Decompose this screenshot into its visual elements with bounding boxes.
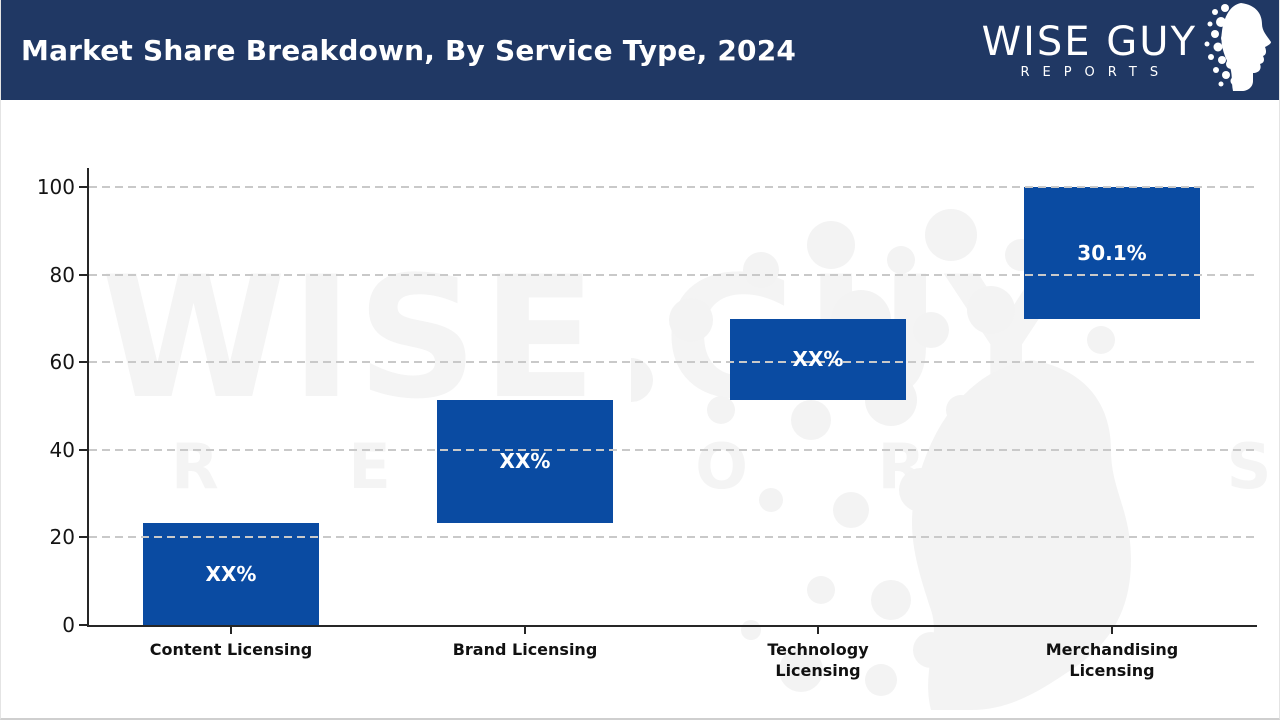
x-tick-mark-merchandising-licensing [1111, 627, 1113, 634]
bar-content-licensing [143, 522, 319, 625]
y-tick-label-80: 80 [49, 262, 75, 287]
category-label-content-licensing: Content Licensing [150, 639, 313, 660]
category-label-line: Licensing [1069, 661, 1155, 680]
gridline-y-40 [89, 448, 1257, 451]
x-tick-mark-content-licensing [230, 627, 232, 634]
category-label-line: Brand Licensing [452, 640, 598, 659]
y-tick-mark-40 [79, 448, 87, 451]
logo-wordmark: WISE GUY [981, 18, 1197, 65]
y-tick-mark-0 [79, 624, 87, 626]
category-label-line: Content Licensing [149, 640, 313, 659]
y-axis-line [87, 168, 89, 627]
bar-value-label-brand-licensing: XX% [499, 449, 551, 474]
y-tick-mark-80 [79, 273, 87, 276]
x-axis-line [87, 625, 1257, 627]
gridline-y-60 [89, 361, 1257, 364]
category-label-line: Merchandising [1045, 640, 1179, 659]
category-label-line: Licensing [775, 661, 861, 680]
y-tick-label-0: 0 [62, 613, 75, 637]
header-bar: Market Share Breakdown, By Service Type,… [1, 0, 1279, 100]
y-tick-mark-60 [79, 361, 87, 364]
watermark-face-icon [609, 200, 1131, 714]
logo-subtitle: REPORTS [1020, 64, 1172, 80]
y-tick-label-40: 40 [49, 437, 75, 462]
y-tick-mark-20 [79, 536, 87, 539]
y-tick-label-60: 60 [49, 350, 75, 375]
y-tick-label-20: 20 [49, 525, 75, 550]
wise-guy-logo: WISE GUY REPORTS [982, 2, 1273, 98]
bar-brand-licensing [437, 399, 613, 523]
x-tick-mark-brand-licensing [524, 627, 526, 634]
page-title: Market Share Breakdown, By Service Type,… [21, 33, 797, 67]
gridline-y-20 [89, 536, 1257, 539]
gridline-y-100 [89, 186, 1257, 188]
bar-value-label-content-licensing: XX% [205, 561, 257, 586]
logo-face-icon [1201, 2, 1273, 98]
category-label-brand-licensing: Brand Licensing [453, 639, 598, 660]
logo-text: WISE GUY REPORTS [982, 21, 1197, 80]
category-label-line: Technology [767, 640, 869, 659]
y-tick-mark-100 [79, 186, 87, 188]
bar-merchandising-licensing [1024, 187, 1200, 319]
category-label-merchandising-licensing: Merchandising Licensing [1046, 639, 1179, 681]
gridline-y-80 [89, 273, 1257, 276]
category-label-technology-licensing: Technology Licensing [767, 639, 868, 681]
x-tick-mark-technology-licensing [817, 627, 819, 634]
chart-area: WISE GUY R E P O R T S [1, 100, 1279, 718]
y-tick-label-100: 100 [36, 175, 75, 199]
bar-value-label-merchandising-licensing: 30.1% [1077, 240, 1147, 265]
bar-value-label-technology-licensing: XX% [792, 347, 844, 372]
bar-technology-licensing [730, 318, 906, 400]
